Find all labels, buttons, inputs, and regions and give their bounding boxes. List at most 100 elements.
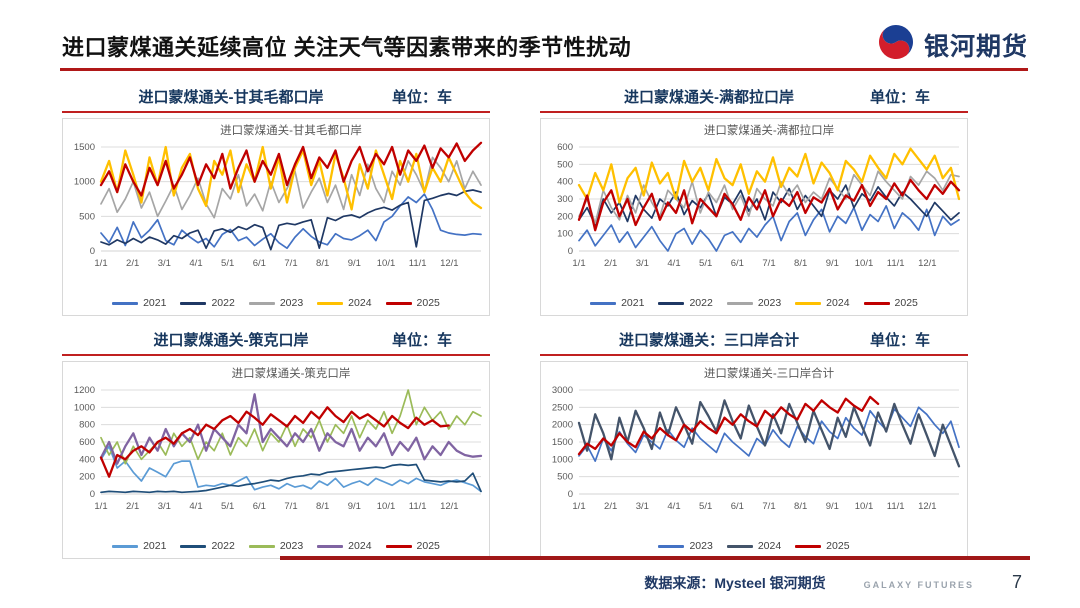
x-axis-tick-label: 3/1 xyxy=(636,501,649,512)
x-axis-tick-label: 11/1 xyxy=(887,258,905,269)
legend-label: 2024 xyxy=(757,540,782,552)
x-axis-tick-label: 1/1 xyxy=(572,258,585,269)
logo-text: 银河期货 xyxy=(923,32,1028,61)
chart-header: 进口蒙煤通关-甘其毛都口岸 单位：车 xyxy=(62,84,490,113)
legend-swatch xyxy=(317,544,344,548)
legend-item-2025: 2025 xyxy=(385,540,440,552)
series-line-2024 xyxy=(577,147,961,204)
legend-label: 2024 xyxy=(348,297,372,309)
y-axis-tick-label: 1500 xyxy=(74,142,95,153)
legend-swatch xyxy=(795,301,822,305)
chart-inner-title: 进口蒙煤通关-三口岸合计 xyxy=(704,366,835,380)
legend-label: 2025 xyxy=(826,540,850,552)
page-number: 7 xyxy=(1011,572,1022,592)
x-axis-tick-label: 9/1 xyxy=(348,501,361,512)
series-line-2023 xyxy=(100,389,482,465)
legend-label: 2023 xyxy=(689,540,713,552)
legend-swatch xyxy=(385,301,412,305)
x-axis-tick-label: 6/1 xyxy=(253,501,266,512)
legend-label: 2021 xyxy=(143,540,167,552)
line-chart-mandula: 进口蒙煤通关-满都拉口岸 0 100 200 300 400 500 600 1/1 2/1 3/1… xyxy=(557,123,961,269)
y-axis-tick-label: 500 xyxy=(79,211,95,222)
series-line-2021 xyxy=(100,445,482,493)
legend-item-2023: 2023 xyxy=(248,540,303,552)
x-axis-tick-label: 8/1 xyxy=(316,258,329,269)
legend-swatch xyxy=(795,544,822,548)
x-axis-tick-label: 9/1 xyxy=(348,258,361,269)
data-source-label: 数据来源：Mysteel 银河期货 xyxy=(644,575,826,591)
x-axis-tick-label: 6/1 xyxy=(731,501,744,512)
x-axis-tick-label: 1/1 xyxy=(94,501,107,512)
legend-item-2024: 2024 xyxy=(317,540,372,552)
chart-grid: 进口蒙煤通关-甘其毛都口岸 单位：车 进口蒙煤通关-甘其毛都口岸 0 500 1000… xyxy=(62,84,1018,559)
x-axis-tick-label: 4/1 xyxy=(189,258,202,269)
legend-label: 2021 xyxy=(143,297,167,309)
y-axis-tick-label: 0 xyxy=(90,489,95,500)
y-axis-tick-label: 600 xyxy=(79,437,95,448)
series-line-2025 xyxy=(577,395,880,456)
chart-title: 进口蒙煤通关：三口岸合计 xyxy=(618,332,799,349)
chart-legend: 2021 2022 2023 2024 2025 xyxy=(63,294,489,312)
legend-item-2022: 2022 xyxy=(180,540,235,552)
y-axis-tick-label: 0 xyxy=(90,246,95,257)
legend-label: 2022 xyxy=(211,540,235,552)
x-axis-tick-label: 10/1 xyxy=(855,501,874,512)
x-axis-tick-label: 7/1 xyxy=(284,501,297,512)
series-line-2025 xyxy=(99,406,450,478)
x-axis-tick-label: 1/1 xyxy=(572,501,585,512)
title-underline xyxy=(60,68,1028,71)
chart-title: 进口蒙煤通关-策克口岸 xyxy=(153,332,309,349)
x-axis-tick-label: 1/1 xyxy=(94,258,107,269)
x-axis-tick-label: 8/1 xyxy=(316,501,329,512)
chart-unit-label: 单位：车 xyxy=(869,332,930,349)
y-axis-tick-label: 200 xyxy=(79,472,95,483)
x-axis-tick-label: 11/1 xyxy=(409,501,427,512)
galaxy-swirl-icon xyxy=(876,22,916,67)
chart-header: 进口蒙煤通关-策克口岸 单位：车 xyxy=(62,327,490,356)
x-axis-tick-label: 6/1 xyxy=(731,258,744,269)
legend-label: 2021 xyxy=(621,297,645,309)
chart-frame: 进口蒙煤通关-策克口岸 0 200 400 600 800 1000 1200 1/1 2/1 3/… xyxy=(62,361,490,559)
page-title: 进口蒙煤通关延续高位 关注天气等因素带来的季节性扰动 xyxy=(62,35,632,60)
chart-inner-title: 进口蒙煤通关-甘其毛都口岸 xyxy=(220,123,362,137)
legend-swatch xyxy=(248,544,275,548)
legend-label: 2025 xyxy=(416,540,440,552)
legend-item-2021: 2021 xyxy=(112,540,166,552)
footer: 数据来源：Mysteel 银河期货 GALAXY FUTURES 7 xyxy=(644,572,1022,593)
legend-item-2024: 2024 xyxy=(317,297,372,309)
legend-swatch xyxy=(385,544,412,548)
legend-item-2024: 2024 xyxy=(726,540,782,552)
x-axis-tick-label: 10/1 xyxy=(377,501,396,512)
legend-label: 2022 xyxy=(211,297,235,309)
legend-label: 2022 xyxy=(689,297,713,309)
legend-item-2021: 2021 xyxy=(590,297,644,309)
y-axis-tick-label: 0 xyxy=(568,489,573,500)
x-axis-tick-label: 3/1 xyxy=(158,501,171,512)
x-axis-tick-label: 2/1 xyxy=(604,258,617,269)
legend-swatch xyxy=(112,544,139,548)
legend-swatch xyxy=(726,544,753,548)
legend-item-2025: 2025 xyxy=(863,297,918,309)
x-axis-tick-label: 5/1 xyxy=(221,258,234,269)
y-axis-tick-label: 2000 xyxy=(552,420,573,431)
line-chart-ceke: 进口蒙煤通关-策克口岸 0 200 400 600 800 1000 1200 1/1 2/1 3/… xyxy=(74,366,483,512)
legend-label: 2025 xyxy=(894,297,918,309)
legend-item-2023: 2023 xyxy=(726,297,781,309)
chart-legend: 2023 2024 2025 xyxy=(541,537,967,555)
chart-frame: 进口蒙煤通关-满都拉口岸 0 100 200 300 400 500 600 1/1 2/1 3/1… xyxy=(540,118,968,316)
y-axis-tick-label: 100 xyxy=(557,229,573,240)
series-line-2023 xyxy=(100,156,482,219)
series-line-2022 xyxy=(100,463,482,494)
chart-frame: 进口蒙煤通关-甘其毛都口岸 0 500 1000 1500 1/1 2/1 3/1 4/1 5/1… xyxy=(62,118,490,316)
legend-label: 2024 xyxy=(826,297,850,309)
y-axis-tick-label: 1200 xyxy=(74,385,95,396)
x-axis-tick-label: 2/1 xyxy=(604,501,617,512)
x-axis-tick-label: 8/1 xyxy=(794,258,807,269)
chart-legend: 2021 2022 2023 2024 2025 xyxy=(541,294,967,312)
x-axis-tick-label: 7/1 xyxy=(762,258,775,269)
y-axis-tick-label: 400 xyxy=(79,454,95,465)
chart-title: 进口蒙煤通关-甘其毛都口岸 xyxy=(138,89,324,106)
legend-swatch xyxy=(317,301,344,305)
x-axis-tick-label: 6/1 xyxy=(253,258,266,269)
